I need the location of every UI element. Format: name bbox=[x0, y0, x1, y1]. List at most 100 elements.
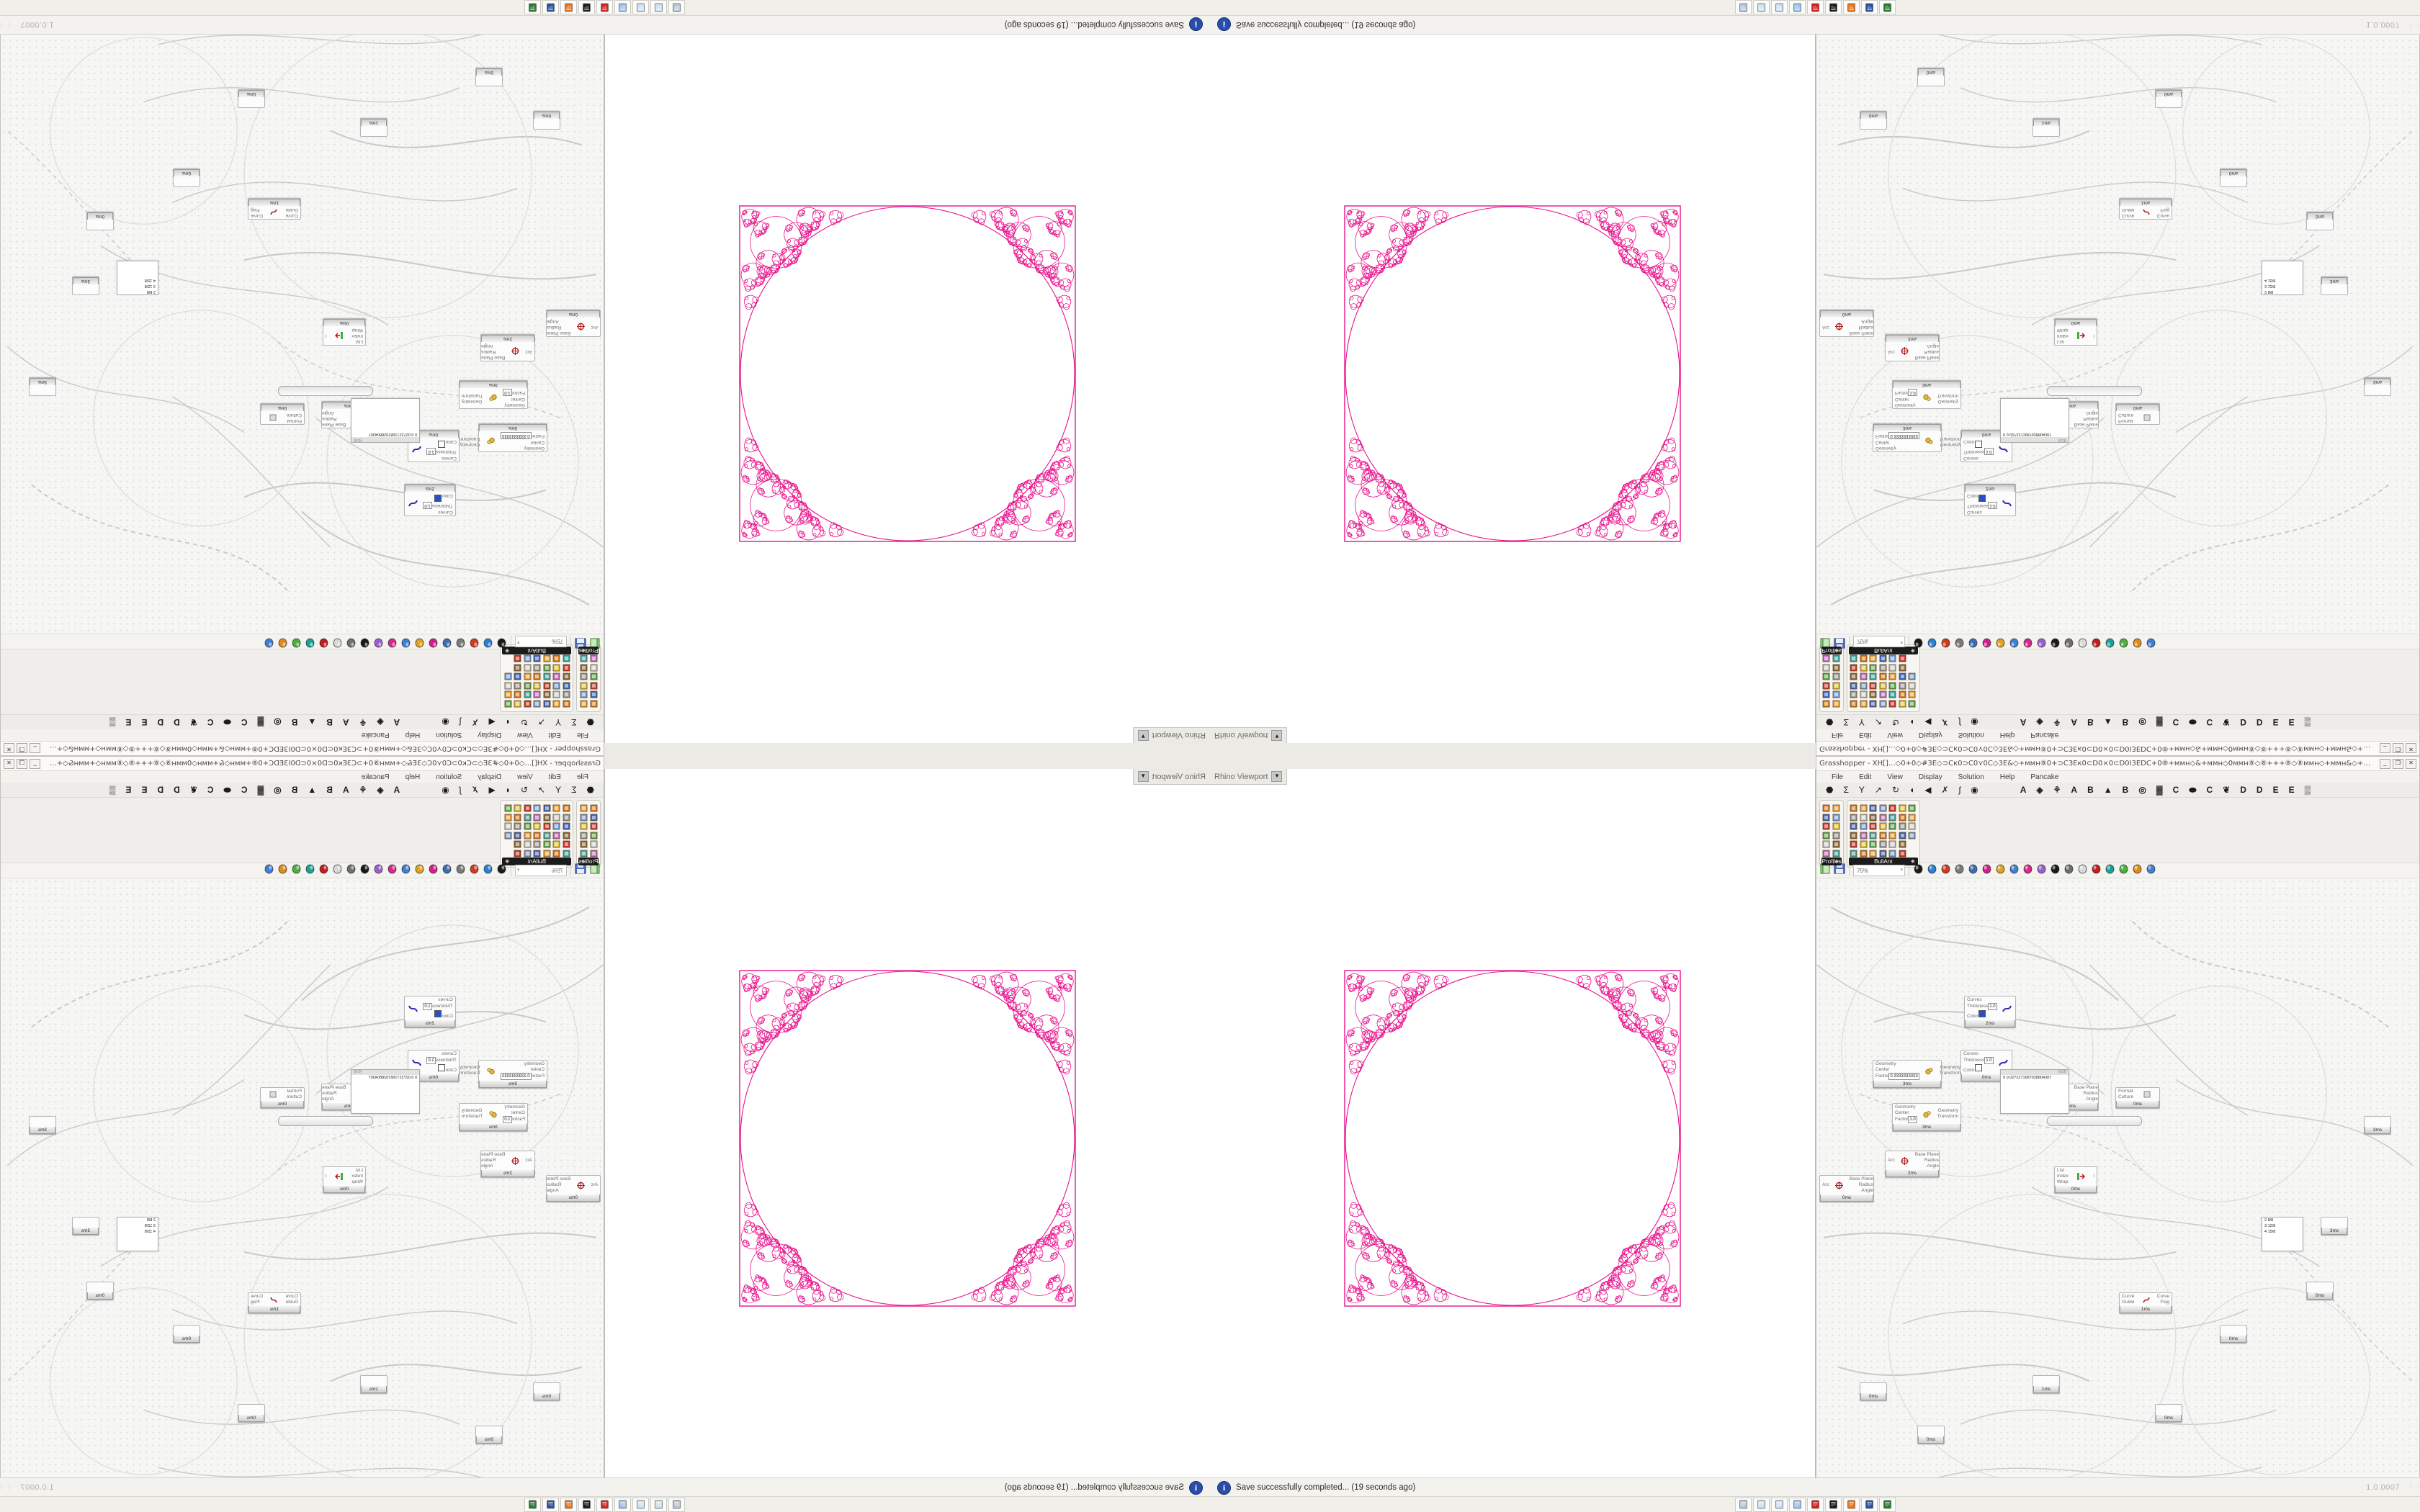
output-params[interactable]: Curve Flag bbox=[248, 206, 265, 219]
transform-icon[interactable]: ʃ bbox=[459, 717, 462, 727]
ribbon-tab-1[interactable]: ◈ bbox=[2036, 785, 2043, 795]
output-params[interactable]: Geometry Transform bbox=[460, 388, 485, 408]
chevron-down-icon[interactable]: ▾ bbox=[517, 868, 520, 873]
list-item-component[interactable]: List Index Wrap i 0ms bbox=[323, 318, 366, 346]
terminal-icon[interactable] bbox=[524, 0, 542, 15]
color-swatch[interactable] bbox=[1978, 1010, 1986, 1017]
ribbon-tab-11[interactable]: C bbox=[207, 785, 214, 795]
param-value[interactable]: 0.3333333333 bbox=[501, 432, 532, 439]
input-param[interactable]: Arc bbox=[591, 1182, 598, 1187]
ribbon-tab-2[interactable]: ⚘ bbox=[359, 717, 367, 727]
input-params[interactable]: List Index Wrap bbox=[2055, 326, 2071, 345]
truss-icon[interactable] bbox=[1869, 700, 1878, 710]
menu-item-pancake[interactable]: Pancake bbox=[361, 773, 390, 781]
ribbon-tab-8[interactable]: ▓ bbox=[2156, 717, 2163, 727]
input-params[interactable]: List Index Wrap bbox=[349, 1167, 365, 1186]
notepad-icon[interactable] bbox=[632, 0, 650, 15]
winch-icon[interactable] bbox=[514, 839, 522, 848]
render-icon[interactable] bbox=[318, 635, 329, 649]
param-value[interactable]: 1.0 bbox=[426, 1057, 436, 1064]
timer-chip[interactable]: 3ms bbox=[72, 276, 99, 295]
ribbon-tab-15[interactable]: E bbox=[2272, 717, 2279, 727]
wireframe-icon[interactable] bbox=[2077, 864, 2088, 878]
output-param[interactable]: Base Plane bbox=[2074, 422, 2098, 427]
polyline-icon[interactable] bbox=[543, 821, 552, 830]
preview-eye-icon[interactable] bbox=[1927, 864, 1937, 878]
data-panel[interactable]: {0;0} 0 0.0272271687028804307 bbox=[351, 1069, 420, 1114]
array-icon[interactable] bbox=[524, 803, 532, 812]
palette-bullant[interactable]: BullAnt ◆ bbox=[1847, 644, 1920, 712]
array-icon[interactable] bbox=[543, 664, 552, 674]
list-item-component[interactable]: List Index Wrap i 0ms bbox=[323, 1166, 366, 1194]
input-param[interactable]: Curve bbox=[2122, 1294, 2135, 1299]
menu-item-view[interactable]: View bbox=[1887, 773, 1903, 781]
rhino-viewport[interactable]: Rhino Viewport ▼ bbox=[604, 19, 1210, 743]
input-param[interactable]: Center bbox=[530, 440, 544, 445]
input-param[interactable]: Geometry bbox=[524, 446, 544, 451]
mesh-icon[interactable]: ◀ bbox=[1924, 785, 1932, 795]
list-row[interactable]: 4 15/8 bbox=[2262, 1229, 2303, 1235]
output-param[interactable]: Radius bbox=[322, 416, 337, 421]
triangle-red-icon[interactable] bbox=[1879, 812, 1888, 821]
list-value[interactable]: 12/8 bbox=[144, 1224, 153, 1228]
ibeam-icon[interactable] bbox=[590, 812, 599, 821]
ibeam-icon[interactable] bbox=[1822, 812, 1831, 821]
ibeam-icon[interactable] bbox=[580, 664, 588, 674]
param-value[interactable]: 1.0 bbox=[503, 389, 512, 396]
timer-chip[interactable]: 0ms bbox=[533, 1382, 560, 1401]
palette-label[interactable]: BullAnt ◆ bbox=[502, 647, 571, 654]
ribbon-tab-13[interactable]: D bbox=[174, 785, 180, 795]
diamond-icon[interactable] bbox=[563, 655, 571, 665]
display-icon[interactable]: ◉ bbox=[1971, 785, 1978, 795]
cube-icon[interactable] bbox=[1860, 821, 1868, 830]
output-params[interactable]: Base Plane Radius Angle bbox=[1847, 318, 1876, 336]
rhino-viewport[interactable]: Rhino Viewport ▼ bbox=[604, 769, 1210, 1493]
menu-item-help[interactable]: Help bbox=[1999, 773, 2015, 781]
input-param[interactable]: Color bbox=[421, 1010, 455, 1020]
triangle-red-icon[interactable] bbox=[1869, 848, 1878, 857]
timer-chip[interactable]: 1ms bbox=[360, 1375, 387, 1394]
menu-item-solution[interactable]: Solution bbox=[1958, 731, 1984, 739]
surface-icon[interactable]: ◖ bbox=[1909, 785, 1915, 795]
timer-chip[interactable]: 0ms bbox=[86, 212, 114, 230]
frame-icon[interactable] bbox=[1888, 664, 1897, 674]
view-green-icon[interactable] bbox=[2118, 864, 2129, 878]
output-param[interactable]: Base Plane bbox=[322, 1085, 346, 1090]
input-param[interactable]: Curve bbox=[2122, 213, 2135, 218]
cone-icon[interactable] bbox=[1850, 700, 1858, 710]
menu-item-help[interactable]: Help bbox=[405, 731, 421, 739]
timer-chip[interactable]: 0ms bbox=[533, 111, 560, 130]
bake-icon[interactable] bbox=[469, 635, 480, 649]
cube-icon[interactable] bbox=[504, 830, 513, 839]
input-param[interactable]: Center bbox=[1895, 397, 1909, 402]
input-params[interactable]: Curve Guide bbox=[284, 1293, 300, 1306]
input-param[interactable]: Thickness1.0 bbox=[423, 502, 453, 509]
ring-icon[interactable] bbox=[1850, 821, 1858, 830]
output-param[interactable]: Angle bbox=[547, 319, 559, 324]
output-param[interactable]: Angle bbox=[547, 1188, 559, 1193]
input-param[interactable]: Color bbox=[424, 1064, 459, 1074]
output-param[interactable]: Geometry bbox=[1940, 1065, 1961, 1070]
sweep-icon[interactable] bbox=[1860, 691, 1868, 701]
output-param[interactable]: Geometry bbox=[459, 1065, 480, 1070]
ribbon-tab-1[interactable]: ◈ bbox=[377, 717, 384, 727]
arc-component[interactable]: Arc Base Plane Radius Angle 2ms bbox=[1885, 334, 1940, 361]
cone-icon[interactable] bbox=[563, 664, 571, 674]
output-param[interactable]: Curve bbox=[2156, 213, 2169, 218]
input-param[interactable]: Wrap bbox=[2057, 328, 2069, 333]
document-icon[interactable] bbox=[1968, 864, 1978, 878]
toolbar-icon-group[interactable] bbox=[264, 635, 507, 649]
pipe-bundle-icon[interactable] bbox=[1869, 691, 1878, 701]
document-icon[interactable] bbox=[668, 1497, 686, 1512]
timer-chip[interactable]: 0ms bbox=[2220, 168, 2247, 187]
input-param[interactable]: List bbox=[2057, 1168, 2065, 1173]
notepad-icon[interactable] bbox=[1770, 1497, 1788, 1512]
color-swatch[interactable] bbox=[1974, 1064, 1982, 1071]
param-value[interactable]: 1.0 bbox=[1984, 1057, 1994, 1064]
grasshopper-toolbar[interactable]: 75% ▾ bbox=[1, 863, 604, 878]
input-param[interactable]: Geometry bbox=[504, 402, 525, 408]
timer-chip[interactable]: 0ms bbox=[238, 1404, 265, 1423]
